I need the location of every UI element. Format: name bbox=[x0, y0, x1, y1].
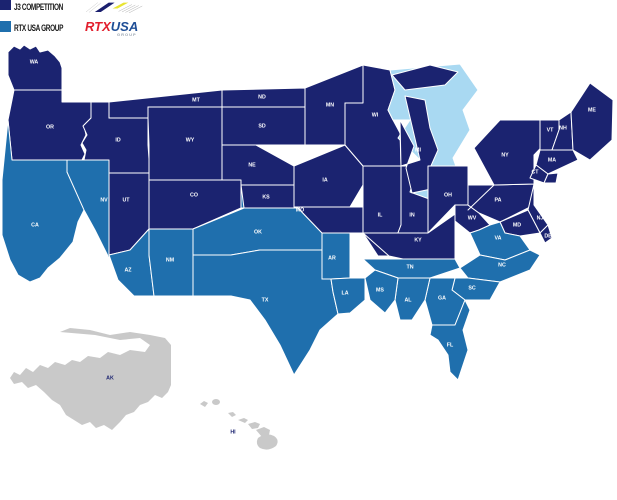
svg-text:CT: CT bbox=[531, 169, 539, 175]
svg-text:AK: AK bbox=[106, 375, 114, 381]
svg-text:DE: DE bbox=[544, 233, 552, 239]
svg-text:NH: NH bbox=[559, 125, 567, 131]
svg-text:NC: NC bbox=[498, 262, 506, 268]
svg-text:NE: NE bbox=[248, 162, 256, 168]
svg-text:MT: MT bbox=[192, 97, 200, 103]
svg-text:IL: IL bbox=[378, 212, 383, 218]
svg-text:NJ: NJ bbox=[537, 215, 544, 221]
svg-text:SC: SC bbox=[468, 285, 476, 291]
svg-text:AL: AL bbox=[404, 297, 412, 303]
svg-text:AZ: AZ bbox=[124, 267, 132, 273]
svg-text:WI: WI bbox=[372, 112, 379, 118]
svg-text:KY: KY bbox=[414, 237, 422, 243]
svg-text:IA: IA bbox=[322, 177, 327, 183]
svg-text:VA: VA bbox=[495, 235, 502, 241]
svg-text:MO: MO bbox=[296, 207, 305, 213]
svg-text:MI: MI bbox=[415, 147, 421, 153]
svg-text:VT: VT bbox=[547, 127, 555, 133]
svg-text:FL: FL bbox=[447, 342, 454, 348]
svg-text:WV: WV bbox=[468, 215, 477, 221]
svg-text:IN: IN bbox=[409, 212, 414, 218]
svg-text:TN: TN bbox=[406, 264, 413, 270]
svg-text:OK: OK bbox=[254, 229, 262, 235]
svg-text:WA: WA bbox=[30, 59, 39, 65]
svg-text:TX: TX bbox=[262, 297, 269, 303]
svg-text:AR: AR bbox=[328, 255, 336, 261]
svg-text:NV: NV bbox=[100, 197, 108, 203]
svg-text:NM: NM bbox=[166, 257, 175, 263]
svg-text:ID: ID bbox=[115, 137, 120, 143]
svg-text:ND: ND bbox=[258, 94, 266, 100]
svg-text:OR: OR bbox=[46, 124, 54, 130]
svg-text:WY: WY bbox=[186, 137, 195, 143]
svg-text:MA: MA bbox=[548, 157, 556, 163]
svg-text:NY: NY bbox=[501, 152, 509, 158]
svg-text:HI: HI bbox=[230, 429, 236, 435]
svg-text:LA: LA bbox=[341, 290, 348, 296]
svg-text:PA: PA bbox=[495, 197, 502, 203]
svg-text:MD: MD bbox=[513, 222, 521, 228]
svg-text:KS: KS bbox=[262, 194, 270, 200]
svg-text:CO: CO bbox=[190, 192, 198, 198]
svg-text:SD: SD bbox=[258, 123, 266, 129]
svg-text:RI: RI bbox=[562, 179, 568, 185]
svg-text:MS: MS bbox=[376, 287, 384, 293]
svg-text:MN: MN bbox=[326, 102, 334, 108]
svg-text:OH: OH bbox=[444, 192, 452, 198]
svg-text:UT: UT bbox=[122, 197, 130, 203]
svg-text:CA: CA bbox=[31, 222, 39, 228]
svg-text:GA: GA bbox=[438, 295, 446, 301]
svg-text:ME: ME bbox=[588, 107, 596, 113]
